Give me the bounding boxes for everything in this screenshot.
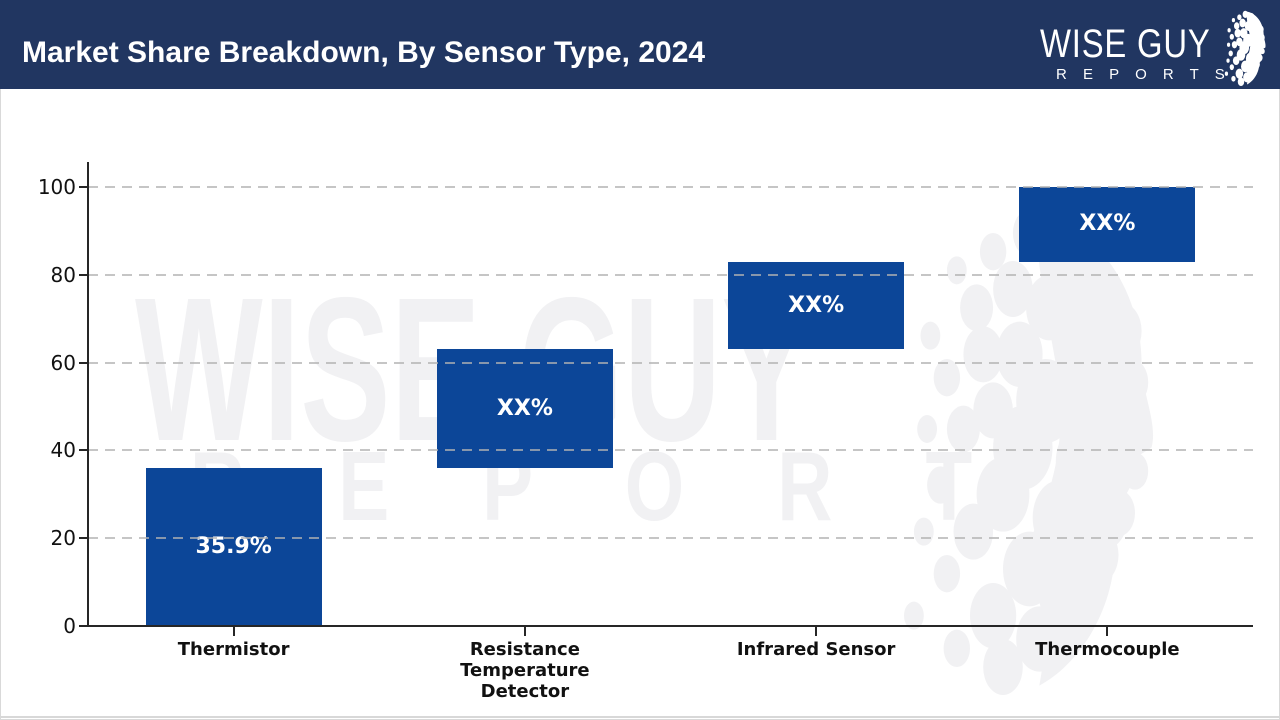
logo-subtext: R E P O R T S	[1056, 66, 1231, 83]
header: Market Share Breakdown, By Sensor Type, …	[0, 0, 1280, 89]
x-tick-mark	[232, 627, 235, 636]
logo-head-icon	[1224, 10, 1266, 86]
gridline	[88, 449, 1253, 452]
y-tick-label: 60	[50, 350, 76, 375]
x-axis-category-label: Infrared Sensor	[736, 639, 896, 660]
wiseguy-logo: WISE GUY R E P O R T S	[1040, 10, 1272, 88]
bar-segment	[145, 468, 322, 626]
bar-segment	[1019, 187, 1196, 262]
gridline	[88, 537, 1253, 540]
y-tick-mark	[79, 625, 88, 627]
x-tick-mark	[1106, 627, 1109, 636]
gridline	[88, 361, 1253, 364]
y-tick-mark	[79, 361, 88, 364]
y-tick-mark	[79, 537, 88, 540]
logo-wordmark: WISE GUY	[1040, 22, 1211, 66]
bar-value-label: XX%	[788, 292, 845, 318]
y-tick-label: 80	[50, 262, 76, 287]
y-tick-mark	[79, 186, 88, 188]
x-tick-mark	[523, 627, 526, 636]
bar-value-label: XX%	[1079, 211, 1136, 237]
y-tick-label: 0	[63, 614, 76, 638]
y-axis-line	[87, 162, 89, 627]
gridline	[88, 186, 1253, 188]
y-tick-mark	[79, 449, 88, 452]
bar-segment	[436, 349, 613, 469]
x-axis-category-label: Resistance Temperature Detector	[460, 639, 590, 702]
x-axis-category-label: Thermistor	[177, 639, 290, 660]
y-tick-mark	[79, 273, 88, 276]
y-tick-label: 100	[37, 175, 76, 199]
bottom-border	[0, 716, 1280, 718]
y-tick-label: 20	[50, 526, 76, 551]
x-axis-line	[87, 625, 1253, 627]
x-tick-mark	[815, 627, 818, 636]
y-tick-label: 40	[50, 438, 76, 463]
bar-value-label: XX%	[496, 395, 553, 421]
gridline	[88, 273, 1253, 276]
x-axis-category-label: Thermocouple	[1035, 639, 1180, 660]
page-title: Market Share Breakdown, By Sensor Type, …	[22, 36, 706, 69]
bar-segment	[728, 261, 905, 350]
